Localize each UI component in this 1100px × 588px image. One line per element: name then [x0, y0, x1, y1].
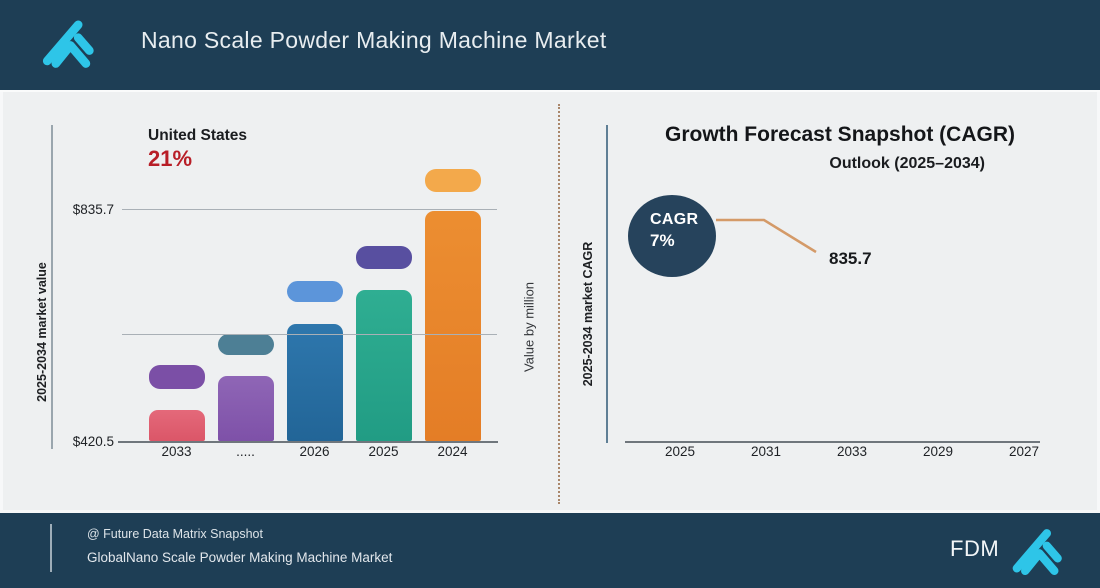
footer-market-text: GlobalNano Scale Powder Making Machine M…: [87, 550, 393, 565]
bar-column-.....: [211, 151, 280, 441]
right-chart-title: Growth Forecast Snapshot (CAGR): [664, 123, 1016, 146]
cagr-badge-value: 7%: [650, 231, 675, 250]
bar-floating-cap-2026: [286, 280, 343, 303]
footer-source-text: @ Future Data Matrix Snapshot: [87, 527, 263, 541]
x-axis-label-.....: .....: [236, 444, 255, 459]
left-bar-plot: [142, 151, 487, 441]
left-chart-title: United States: [148, 127, 248, 144]
bar-.....: [217, 375, 274, 441]
bar-column-2024: [418, 151, 487, 441]
panel-divider: [558, 104, 560, 504]
x-axis-label-2025: 2025: [368, 444, 399, 459]
right-x-axis-labels: 2025 2031 2033 2029 2027: [637, 444, 1067, 459]
x-axis-label-2033: 2033: [161, 444, 192, 459]
footer-brand-text: FDM: [950, 536, 1000, 561]
x-axis-label-2024: 2024: [437, 444, 468, 459]
right-chart-subtitle: Outlook (2025–2034): [829, 155, 985, 172]
x-axis-label-2025: 2025: [664, 444, 696, 459]
right-y-axis-line: [606, 125, 608, 443]
bar-2033: [148, 410, 205, 441]
left-y-axis-line: [51, 125, 53, 449]
left-x-axis-line: [118, 441, 498, 443]
bar-floating-cap-2025: [355, 246, 412, 270]
footer-bar: @ Future Data Matrix Snapshot GlobalNano…: [0, 513, 1100, 588]
page-title: Nano Scale Powder Making Machine Market: [141, 27, 607, 53]
left-x-axis-labels: 2033..... 2026 2025 2024: [142, 444, 487, 459]
left-secondary-axis-title: Value by million: [521, 281, 537, 373]
right-bar-plot: [637, 151, 1067, 441]
bar-column-2033: [142, 151, 211, 441]
left-chart-highlight-value: 21%: [148, 146, 193, 171]
bar-floating-cap-2024: [424, 168, 481, 193]
y-axis-tick-label: $420.5: [72, 434, 114, 449]
x-axis-label-2026: 2026: [299, 444, 330, 459]
cagr-badge-label: CAGR: [650, 211, 699, 228]
right-y-axis-title: 2025-2034 market CAGR: [581, 241, 595, 387]
content-area: United States 21% 2025-2034 market value…: [0, 90, 1100, 513]
bar-2024: [424, 211, 481, 441]
cagr-badge: CAGR 7%: [628, 195, 716, 277]
bar-value-annotation: 835.7: [829, 249, 872, 268]
x-axis-label-2027: 2027: [1008, 444, 1040, 459]
bar-floating-cap-2033: [148, 365, 205, 390]
left-y-axis-title: 2025-2034 market value: [35, 262, 49, 402]
x-axis-label-2031: 2031: [750, 444, 782, 459]
bar-column-2025: [349, 151, 418, 441]
bar-2026: [286, 324, 343, 441]
y-axis-tick-label: $835.7: [72, 202, 114, 218]
fdm-logo-icon: [42, 20, 94, 68]
x-axis-label-2029: 2029: [922, 444, 954, 459]
bar-2025: [355, 290, 412, 441]
bar-column-2026: [280, 151, 349, 441]
right-x-axis-line: [625, 441, 1040, 443]
bar-floating-cap-.....: [217, 334, 274, 355]
gridline: [122, 334, 497, 336]
x-axis-label-2033: 2033: [836, 444, 868, 459]
header-bar: Nano Scale Powder Making Machine Market: [0, 0, 1100, 90]
gridline: [122, 209, 497, 211]
footer-divider-line: [50, 524, 52, 572]
fdm-logo-icon: [1012, 529, 1062, 575]
